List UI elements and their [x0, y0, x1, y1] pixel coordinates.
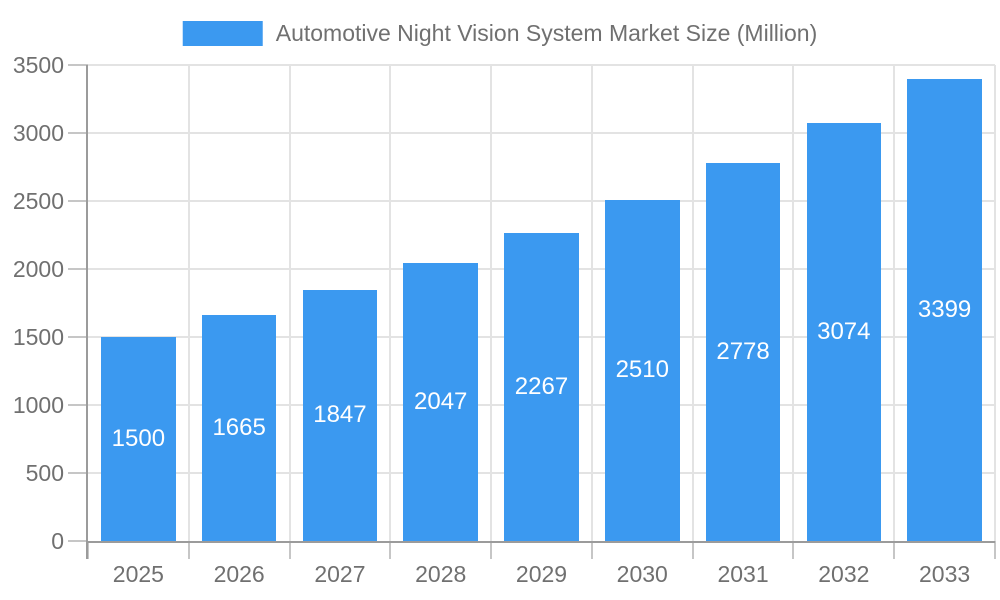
x-tick — [87, 541, 89, 559]
bar-value-label: 1847 — [313, 401, 367, 429]
y-tick — [68, 200, 88, 202]
h-gridline — [88, 64, 995, 66]
x-axis-label: 2032 — [818, 561, 870, 587]
bar-2027[interactable]: 1847 — [302, 289, 378, 541]
bar-value-label: 1500 — [111, 425, 166, 452]
x-tick — [691, 541, 694, 559]
v-gridline — [490, 65, 493, 541]
bar-2025[interactable]: 1500 — [101, 337, 176, 541]
bar-value-label: 2778 — [716, 338, 770, 366]
x-axis-label: 2025 — [112, 561, 164, 587]
y-axis-label: 3000 — [12, 120, 64, 146]
bar-value-label: 2047 — [414, 387, 468, 415]
plot-area: 1500 1665 1847 2047 2267 2510 2778 3074 3399 — [88, 64, 996, 541]
y-axis-label: 2000 — [12, 256, 64, 282]
h-gridline — [88, 200, 995, 202]
v-gridline — [994, 65, 996, 541]
y-axis-label: 1000 — [12, 392, 64, 418]
v-gridline — [590, 65, 593, 541]
bar-value-label: 1665 — [212, 413, 266, 441]
y-axis-label: 500 — [25, 460, 64, 486]
bar-2032[interactable]: 3074 — [806, 122, 882, 541]
bar-value-label: 3399 — [917, 295, 972, 323]
x-axis-label: 2033 — [919, 561, 971, 587]
bar-2030[interactable]: 2510 — [604, 199, 680, 541]
bar-2028[interactable]: 2047 — [403, 262, 478, 541]
legend-label: Automotive Night Vision System Market Si… — [275, 20, 818, 46]
v-gridline — [288, 65, 291, 541]
v-gridline — [893, 65, 896, 541]
x-tick — [187, 541, 190, 559]
y-tick — [68, 336, 88, 338]
bar-2033[interactable]: 3399 — [907, 78, 982, 541]
x-axis-label: 2029 — [515, 561, 568, 587]
x-axis-label: 2031 — [717, 561, 769, 587]
x-tick — [994, 541, 996, 559]
y-axis-line — [86, 65, 88, 559]
x-tick — [288, 541, 291, 559]
v-gridline — [691, 65, 694, 541]
x-axis-label: 2030 — [616, 561, 668, 587]
y-tick — [68, 268, 88, 270]
y-axis-label: 1500 — [12, 324, 64, 350]
x-tick — [792, 541, 795, 559]
legend-item[interactable]: Automotive Night Vision System Market Si… — [182, 19, 818, 47]
bar-2031[interactable]: 2778 — [705, 163, 781, 541]
x-tick — [490, 541, 493, 559]
bar-2029[interactable]: 2267 — [504, 232, 579, 541]
y-tick — [68, 540, 88, 542]
h-gridline — [88, 132, 995, 134]
x-axis-label: 2028 — [415, 561, 467, 587]
x-tick — [590, 541, 593, 559]
v-gridline — [792, 65, 795, 541]
y-tick — [68, 132, 88, 134]
x-tick — [893, 541, 896, 559]
y-axis-label: 0 — [51, 528, 64, 554]
y-tick — [68, 472, 88, 474]
legend-color-swatch — [182, 20, 263, 46]
y-axis-label: 3500 — [12, 52, 64, 78]
x-tick — [389, 541, 392, 559]
y-tick — [68, 404, 88, 406]
x-axis-label: 2027 — [314, 561, 366, 587]
v-gridline — [389, 65, 392, 541]
bar-value-label: 2510 — [615, 356, 669, 384]
y-axis-label: 2500 — [12, 188, 64, 214]
x-axis-line — [86, 541, 995, 543]
bar-2026[interactable]: 1665 — [201, 314, 277, 541]
x-axis-label: 2026 — [213, 561, 265, 587]
v-gridline — [187, 65, 190, 541]
bar-value-label: 3074 — [817, 317, 871, 345]
bar-value-label: 2267 — [514, 372, 569, 400]
y-tick — [68, 64, 88, 66]
